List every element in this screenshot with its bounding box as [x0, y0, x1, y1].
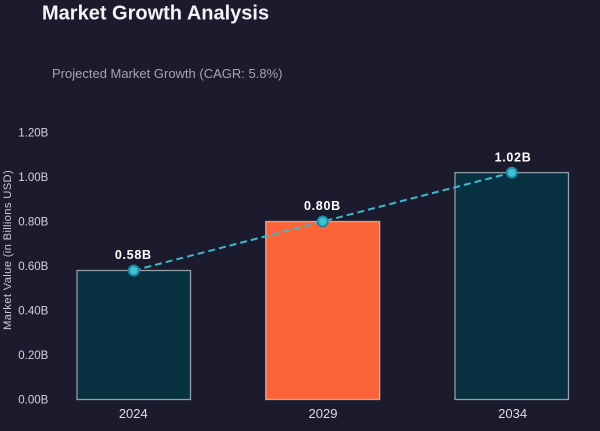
svg-text:Market Growth Analysis: Market Growth Analysis	[42, 3, 269, 25]
svg-text:2024: 2024	[119, 406, 148, 421]
svg-text:0.60B: 0.60B	[18, 261, 48, 273]
svg-text:1.00B: 1.00B	[18, 172, 48, 184]
svg-text:Market Value (in Billions USD): Market Value (in Billions USD)	[2, 170, 14, 330]
svg-text:2029: 2029	[309, 406, 338, 421]
svg-text:1.02B: 1.02B	[495, 151, 532, 165]
svg-text:0.80B: 0.80B	[18, 217, 48, 229]
svg-text:0.58B: 0.58B	[115, 248, 152, 262]
svg-text:0.20B: 0.20B	[18, 350, 48, 362]
svg-text:0.80B: 0.80B	[304, 199, 341, 213]
svg-text:0.40B: 0.40B	[18, 306, 48, 318]
svg-text:1.20B: 1.20B	[18, 128, 48, 140]
svg-text:2034: 2034	[498, 406, 527, 421]
svg-text:Projected Market Growth (CAGR:: Projected Market Growth (CAGR: 5.8%)	[52, 66, 282, 81]
svg-text:0.00B: 0.00B	[18, 395, 48, 407]
